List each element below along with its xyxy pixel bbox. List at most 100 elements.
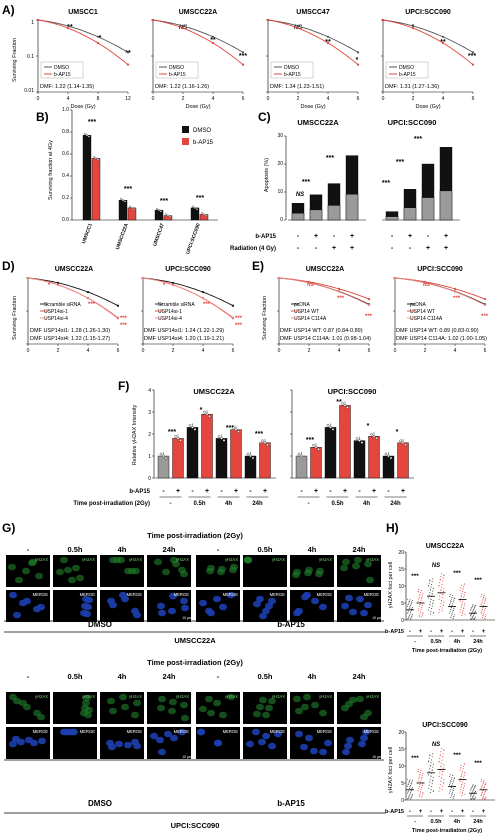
panel-a-plot-1-xtick-2: 4 [67, 96, 70, 102]
panel-h-plot-1-dot [460, 608, 462, 610]
panel-h-plot-1-dot [409, 606, 411, 608]
panel-f-point [387, 454, 390, 458]
panel-h-plot-2-dot [449, 790, 451, 792]
panel-f-ba15-sign: + [343, 488, 347, 495]
panel-a-plot-1-sig-1: ** [67, 24, 73, 31]
panel-h-plot-2-dot [421, 775, 423, 777]
panel-c-plot-1-bar-1-early [291, 213, 305, 221]
panel-g-block-1-bap15-merge-image-3-label: MERGE [317, 592, 333, 597]
panel-h-plot-2-dot [453, 779, 455, 781]
panel-h-plot-2-dot [421, 777, 423, 779]
panel-g-block-1-bap15-scalebar-label: 10 μm [372, 616, 382, 620]
panel-f-time-tick: 4h [363, 501, 370, 507]
panel-h-plot-1-dot [431, 581, 433, 583]
panel-b-point [191, 205, 195, 208]
panel-f-point [205, 412, 209, 416]
panel-h-plot-2-dot [439, 787, 441, 789]
panel-h-plot-1-dot [484, 616, 486, 618]
panel-e-plot-1-sig-red: NS [307, 282, 315, 288]
panel-g-block-1-dmso-gamma-image-4-cell [178, 566, 186, 574]
panel-g-block-2-bap15-gamma-image-3-cell [301, 703, 309, 711]
panel-f-point [399, 439, 402, 443]
panel-b-xtick-2: UMSCC22A [115, 222, 130, 250]
panel-f-point [341, 402, 344, 405]
panel-f-sig-6: ** [336, 399, 342, 406]
panel-h-plot-2-dot [473, 788, 475, 790]
panel-h-plot-1-dot [440, 586, 443, 588]
panel-h-plot-1-dot [418, 608, 420, 610]
panel-h-plot-1-ytick-2: 5 [401, 601, 404, 607]
panel-h-plot-2-dot [471, 786, 473, 789]
panel-e-plot-2-legend-1: pcDNA [410, 302, 427, 308]
panel-h-plot-2-dot [422, 773, 424, 775]
panel-f-plot-1-bar-6 [230, 429, 242, 479]
panel-h-plot-1-dot [471, 617, 473, 619]
panel-h-plot-2-dot [428, 784, 430, 786]
panel-a-ytick-2: 0.1 [27, 54, 34, 60]
panel-h-plot-1-sig-2: NS [432, 563, 440, 569]
panel-e-plot-1-dmf-1: DMF USP14 WT: 0.87 (0.84-0.89) [280, 328, 363, 334]
panel-a-plot-1: UMSCC1 1 0.1 0.01 0 4 8 12 Dose (Gy) ** … [24, 9, 131, 110]
panel-e-plot-1-legend-1: pcDNA [294, 302, 311, 308]
panel-g-block-1-bap15-merge-image-2-cell [268, 597, 276, 605]
panel-g-block-2-bap15-merge-image-3-cell [300, 743, 308, 751]
panel-f-plot-2-bar-4 [339, 405, 351, 479]
panel-b-point [157, 209, 161, 212]
panel-e-plot-2-curve-3-point [393, 276, 397, 280]
panel-h-plot-1-dot [418, 596, 420, 598]
panel-h-plot-2-dot [432, 766, 434, 768]
panel-g-block-1-bap15-merge-image-3-cell [319, 603, 327, 611]
panel-h-plot-2-dot [449, 784, 451, 786]
panel-h-plot-2-dot [459, 791, 461, 793]
panel-d-plot-2-legend-2: USP14si-1 [158, 309, 182, 315]
panel-h-plot-2-dot [464, 793, 466, 795]
panel-g-block-2-bap15-merge-image-2-cell [258, 738, 266, 746]
panel-h-plot-2-dot [485, 782, 487, 784]
panel-c-plot-2-bar-3-early [421, 197, 435, 221]
panel-g-block-1-bap15-merge-image-2-cell [259, 612, 267, 620]
panel-d-plot-2-sig-red: *** [235, 323, 243, 329]
panel-f-time-label: Time post-irradiation (2Gy) [73, 501, 150, 507]
panel-g-block-2-dmso-merge-image-3-cell [106, 739, 114, 747]
panel-h-plot-2-ba15-sign: - [409, 809, 411, 815]
panel-c-rad-sign: + [350, 245, 354, 252]
panel-g-block-2-bap15-gamma-image-4-label: γH2AX [366, 694, 379, 699]
panel-d-plot-2-dmf-2: DMF USP14si4: 1.20 (1.19-1.21) [144, 336, 224, 342]
panel-h-plot-1-sig-4: *** [474, 577, 482, 584]
panel-h-plot-2-dot [483, 786, 485, 789]
panel-f-ba15-sign: - [300, 488, 303, 495]
panel-d-plot-1-legend-1: Scramble siRNA [44, 302, 81, 308]
panel-f-ba15-sign: - [358, 488, 361, 495]
panel-d-plot-1-curve-3-point [26, 276, 30, 280]
panel-h-plot-2-dot [408, 780, 410, 782]
panel-e-plot-2-xtick-2: 2 [424, 348, 427, 354]
panel-a-plot-2-dmf: DMF: 1.22 (1.16-1.26) [155, 84, 209, 90]
panel-d-plot-1-title: UMSCC22A [55, 266, 94, 273]
panel-h-plot-1-dot [408, 600, 410, 602]
panel-h-plot-1-dot [482, 613, 485, 615]
panel-h-plot-1-ba15-sign: - [430, 629, 432, 635]
panel-a-plot-2-curve-2-point [241, 63, 245, 66]
panel-h-plot-1-dot [408, 607, 410, 610]
panel-h-plot-2-dot [481, 784, 483, 786]
panel-b-point [155, 207, 159, 210]
panel-f-plot-2-bar-5 [353, 440, 366, 479]
panel-g-block-2-bap15-merge-image-2-cell [262, 732, 270, 740]
panel-c-ba15-sign: - [427, 233, 430, 240]
panel-e-plot-2-sig-red: NS [423, 282, 431, 288]
panel-b-point [200, 212, 204, 215]
panel-g-block-1-dmso-scalebar-label: 10 μm [182, 616, 192, 620]
panel-a-plot-2-curve-2-point [181, 27, 185, 30]
panel-a-plot-4-xtick-4: 6 [472, 96, 475, 102]
panel-c-plot-1-bar-3-early [327, 205, 341, 221]
panel-d-plot-2-legend-3: USP14si-4 [158, 316, 182, 322]
panel-f-point [358, 439, 361, 442]
panel-g-block-2-bap15-merge-image-1-cell [197, 728, 205, 736]
panel-g-block-1-dmso-merge-image-1-cell [19, 599, 27, 607]
panel-h-plot-1-dot [450, 606, 452, 608]
panel-h-plot-2-dot [449, 775, 451, 777]
panel-g-block-1-bap15-gamma-image-1-cell [217, 568, 225, 576]
panel-h-plot-1-dot [483, 611, 485, 613]
panel-h-plot-1-dot [432, 612, 434, 614]
panel-e: Surviving Fraction UMSCC22A UPCI:SCC090 … [262, 266, 487, 354]
